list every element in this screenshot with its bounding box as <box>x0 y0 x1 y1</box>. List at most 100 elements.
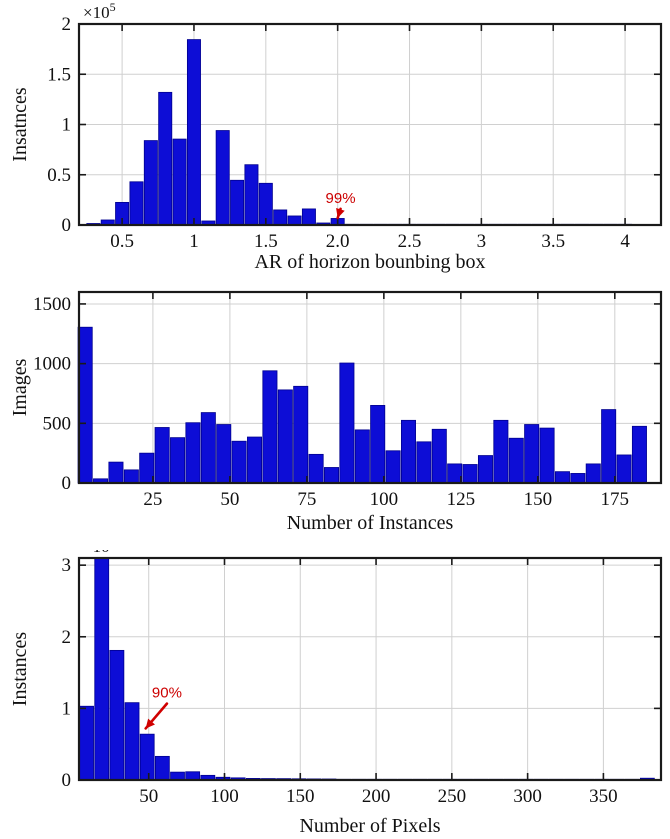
xtick-label: 25 <box>143 489 162 510</box>
y-exponent-chart3: ×105 <box>83 550 116 556</box>
histogram-bar <box>185 771 201 781</box>
histogram-bar <box>139 452 155 484</box>
xtick-labels-chart1: 0.5 1 1.5 2.0 2.5 3 3.5 4 <box>110 231 630 252</box>
histogram-bar <box>154 755 170 781</box>
ytick-labels-chart1: 0 0.5 1 1.5 2 <box>47 14 71 236</box>
histogram-bar <box>447 463 463 484</box>
histogram-bar <box>301 208 316 226</box>
xtick-label: 300 <box>513 786 542 807</box>
percentile-annotation-arrowhead <box>336 208 345 218</box>
histogram-bar <box>139 733 155 781</box>
x-axis-label-chart1: AR of horizon bounbing box <box>254 251 485 273</box>
histogram-bar <box>431 428 447 484</box>
y-axis-label-chart2: Images <box>9 358 31 416</box>
histogram-bar <box>230 179 245 226</box>
histogram-bar <box>416 441 432 484</box>
histogram-bar <box>215 130 230 226</box>
histogram-bar <box>370 405 386 484</box>
chart-pixels-histogram: 50 100 150 200 250 300 350 0 1 2 3 ×105 Number of… <box>9 550 663 837</box>
histogram-bar <box>244 164 259 226</box>
xtick-label: 2.0 <box>326 231 350 252</box>
xtick-label: 150 <box>524 489 553 510</box>
percentile-annotation-label: 99% <box>326 190 356 207</box>
ytick-label: 0 <box>62 215 72 236</box>
ytick-label: 3 <box>62 555 72 576</box>
histogram-bar <box>124 702 140 781</box>
ytick-label: 2 <box>62 14 72 35</box>
ytick-label: 0 <box>62 770 72 791</box>
histogram-bar <box>287 215 302 226</box>
tickmarks-chart2 <box>79 292 661 484</box>
histogram-bar <box>524 424 540 484</box>
xtick-label: 1 <box>189 231 199 252</box>
xtick-label: 250 <box>438 786 467 807</box>
histogram-bar <box>570 473 586 484</box>
xtick-label: 350 <box>589 786 618 807</box>
histogram-bar <box>493 419 509 484</box>
ytick-labels-chart3: 0 1 2 3 <box>62 555 72 791</box>
annotation-99-percent: 99% <box>326 190 356 220</box>
histogram-bar <box>293 385 309 484</box>
panel-ar-histogram: 0.5 1 1.5 2.0 2.5 3 3.5 4 0 0.5 1 1.5 2 ×105 AR of … <box>0 0 670 280</box>
plot-border-chart3 <box>77 556 663 782</box>
histogram-bar <box>79 705 94 781</box>
tickmarks-chart3 <box>79 558 661 781</box>
xtick-label: 150 <box>286 786 315 807</box>
histogram-bar <box>631 425 647 484</box>
histogram-bar <box>108 461 124 484</box>
chart-instances-histogram: 25 50 75 100 125 150 175 0 500 1000 1500 Number o… <box>9 290 663 534</box>
histogram-bar <box>200 412 216 484</box>
histogram-bar <box>554 471 570 484</box>
histogram-bar <box>94 557 110 781</box>
histogram-bar <box>172 138 187 226</box>
ytick-label: 1.5 <box>47 64 71 85</box>
y-axis-label-chart1: Insatnces <box>9 87 31 162</box>
ytick-label: 500 <box>43 413 72 434</box>
histogram-bar <box>324 467 340 484</box>
xtick-label: 100 <box>210 786 239 807</box>
percentile-annotation-arrowhead <box>145 718 155 729</box>
annotation-90-percent: 90% <box>144 685 182 730</box>
y-exponent-superscript: 5 <box>110 0 116 14</box>
histogram-bar <box>601 409 617 484</box>
histogram-bar <box>247 436 263 484</box>
x-axis-label-chart2: Number of Instances <box>287 512 454 534</box>
y-axis-label-chart3: Instances <box>9 632 31 707</box>
histogram-bar <box>339 362 355 484</box>
histogram-bar <box>400 419 416 484</box>
histogram-bar <box>262 370 278 484</box>
ytick-label: 1 <box>62 115 72 136</box>
histogram-bar <box>109 649 125 781</box>
histogram-bar <box>170 771 185 781</box>
xtick-label: 2.5 <box>398 231 422 252</box>
xtick-label: 50 <box>220 489 239 510</box>
histogram-bar <box>77 326 93 484</box>
ytick-label: 1 <box>62 698 72 719</box>
histogram-bar <box>616 454 632 484</box>
xtick-label: 200 <box>362 786 391 807</box>
x-axis-label-chart3: Number of Pixels <box>299 815 440 837</box>
xtick-label: 4 <box>620 231 630 252</box>
histogram-bar <box>477 455 493 484</box>
histogram-bar <box>170 437 186 484</box>
histogram-bar <box>123 469 139 484</box>
percentile-annotation-label: 90% <box>152 685 182 702</box>
histogram-bar <box>186 39 201 226</box>
xtick-label: 75 <box>297 489 316 510</box>
histogram-bar <box>354 429 370 484</box>
histogram-bar <box>216 424 232 484</box>
histogram-bar <box>539 427 555 484</box>
ytick-label: 1500 <box>33 294 71 315</box>
plot-border-chart2 <box>77 290 663 485</box>
histogram-bar <box>154 427 170 484</box>
histogram-bar <box>185 422 201 484</box>
histogram-bar <box>129 181 144 226</box>
ytick-label: 0.5 <box>47 165 71 186</box>
gridlines-chart3 <box>79 558 661 780</box>
xtick-label: 125 <box>447 489 476 510</box>
ytick-label: 0 <box>62 473 72 494</box>
panel-pixels-histogram: 50 100 150 200 250 300 350 0 1 2 3 ×105 Number of… <box>0 550 670 839</box>
histogram-bar <box>158 91 173 226</box>
xtick-label: 50 <box>139 786 158 807</box>
